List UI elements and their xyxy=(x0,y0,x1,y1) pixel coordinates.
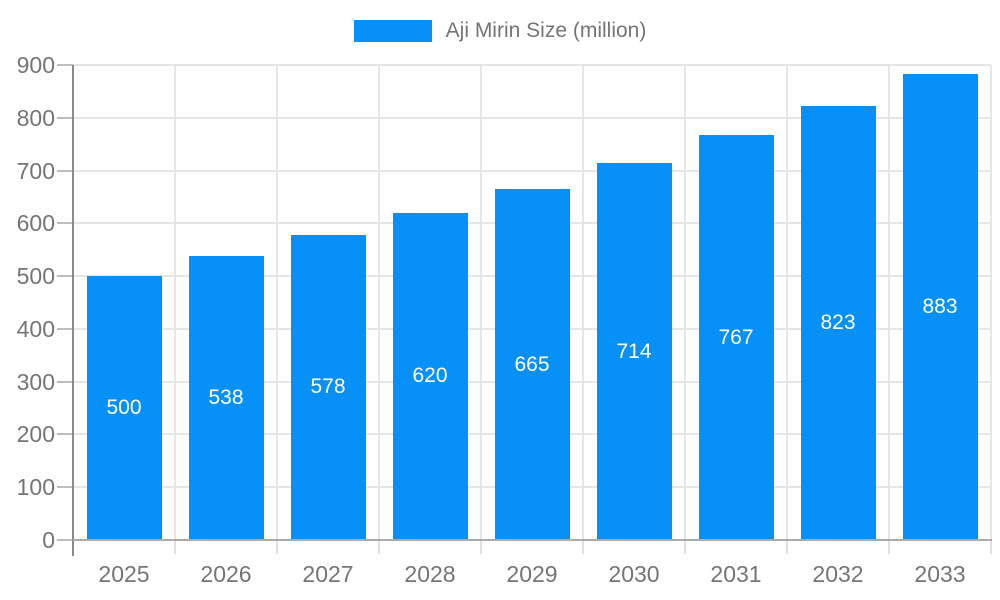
x-axis-tick xyxy=(276,540,278,554)
x-gridline xyxy=(276,65,278,540)
bar-value-label: 665 xyxy=(514,352,550,376)
x-gridline xyxy=(582,65,584,540)
y-axis-tick xyxy=(57,222,73,225)
y-axis-tick-label: 200 xyxy=(16,421,55,448)
bar-value-label: 620 xyxy=(412,364,448,388)
y-gridline xyxy=(73,64,991,66)
y-axis-tick-label: 300 xyxy=(16,368,55,395)
y-axis-tick xyxy=(57,116,73,119)
x-axis-tick xyxy=(888,540,890,554)
x-axis-tick xyxy=(990,540,992,554)
y-axis-tick-label: 900 xyxy=(16,52,55,78)
x-axis-tick-label: 2032 xyxy=(812,561,864,587)
x-axis-tick-label: 2033 xyxy=(914,561,966,587)
y-axis-tick xyxy=(57,539,73,541)
bar-value-label: 714 xyxy=(616,339,652,363)
bar-value-label: 500 xyxy=(106,396,142,420)
x-axis-line xyxy=(73,539,992,541)
x-axis-tick xyxy=(480,540,482,554)
y-gridline xyxy=(73,169,991,172)
bar-value-label: 767 xyxy=(718,325,754,349)
x-axis-tick xyxy=(174,540,176,554)
y-axis-tick xyxy=(57,433,73,436)
x-axis-tick xyxy=(786,540,788,554)
bar: 714 xyxy=(596,163,672,540)
bar: 665 xyxy=(494,189,570,540)
y-axis-tick-label: 600 xyxy=(16,210,55,237)
bar: 883 xyxy=(902,73,978,540)
y-axis-tick-label: 800 xyxy=(16,104,55,131)
x-gridline xyxy=(990,65,992,540)
bar: 578 xyxy=(290,234,366,540)
y-axis-tick xyxy=(57,327,73,330)
y-axis-tick-label: 0 xyxy=(42,527,55,553)
bar-value-label: 538 xyxy=(208,386,244,410)
x-axis-tick xyxy=(378,540,380,554)
x-axis-tick xyxy=(582,540,584,554)
chart-legend: Aji Mirin Size (million) xyxy=(0,19,1000,43)
y-axis-tick-label: 700 xyxy=(16,157,55,184)
x-axis-tick-label: 2026 xyxy=(200,561,252,587)
y-axis-tick-label: 100 xyxy=(16,474,55,501)
y-axis-tick-label: 400 xyxy=(16,315,55,342)
y-axis-tick xyxy=(57,380,73,383)
y-axis-tick-label: 500 xyxy=(16,263,55,290)
x-gridline xyxy=(174,65,176,540)
x-gridline xyxy=(786,65,788,540)
bar-value-label: 578 xyxy=(310,375,346,399)
bar: 823 xyxy=(800,105,876,540)
y-axis-line xyxy=(72,65,74,556)
y-axis-tick xyxy=(57,486,73,489)
y-axis-tick xyxy=(57,64,73,66)
x-axis-tick xyxy=(684,540,686,554)
x-axis-tick-label: 2028 xyxy=(404,561,456,587)
bar-value-label: 823 xyxy=(820,310,856,334)
x-axis-tick-label: 2030 xyxy=(608,561,660,587)
bar: 500 xyxy=(86,276,162,540)
x-axis-tick-label: 2025 xyxy=(98,561,150,587)
x-gridline xyxy=(378,65,380,540)
legend-label: Aji Mirin Size (million) xyxy=(445,19,647,42)
x-axis-tick-label: 2029 xyxy=(506,561,558,587)
bar: 538 xyxy=(188,256,264,540)
x-gridline xyxy=(684,65,686,540)
x-gridline xyxy=(480,65,482,540)
y-axis-tick xyxy=(57,169,73,172)
x-axis-tick-label: 2027 xyxy=(302,561,354,587)
x-axis-tick-label: 2031 xyxy=(710,561,762,587)
y-axis-tick xyxy=(57,275,73,278)
y-gridline xyxy=(73,116,991,119)
x-gridline xyxy=(888,65,890,540)
bar: 620 xyxy=(392,212,468,540)
bar: 767 xyxy=(698,135,774,540)
legend-swatch xyxy=(353,20,432,42)
bar-value-label: 883 xyxy=(922,294,958,318)
